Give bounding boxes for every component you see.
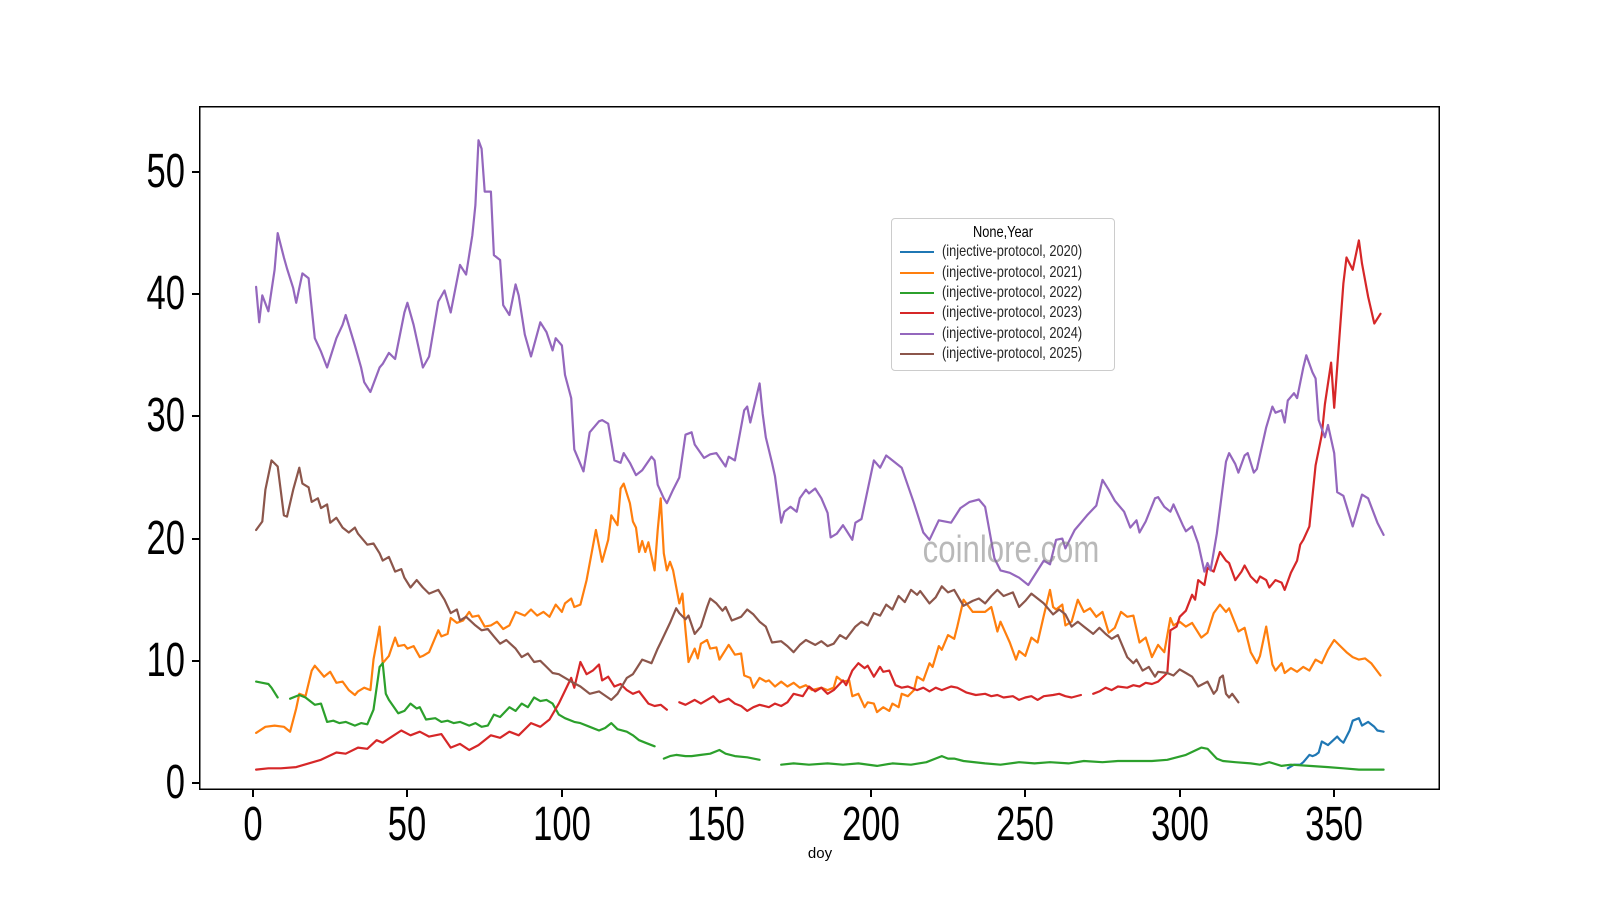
x-tick-mark (715, 790, 718, 797)
series-line-2020 (1286, 717, 1385, 770)
x-tick-mark (1024, 790, 1027, 797)
x-tick-label: 300 (1150, 798, 1209, 851)
y-tick-mark (192, 293, 199, 296)
x-tick-mark (406, 790, 409, 797)
plot-area: None,Year (injective-protocol, 2020) (inj… (199, 106, 1440, 790)
x-tick-mark (252, 790, 254, 797)
y-tick-mark (192, 659, 199, 662)
x-tick-label: 250 (996, 798, 1055, 851)
x-tick-mark (1178, 790, 1181, 797)
series-plot (199, 106, 1440, 790)
x-tick-label: 150 (687, 798, 746, 851)
legend-item-2024: (injective-protocol, 2024) (900, 324, 1106, 344)
legend-line-sample (900, 353, 934, 356)
axes-frame (199, 106, 1440, 790)
legend-item-2021: (injective-protocol, 2021) (900, 262, 1106, 282)
legend-item-2020: (injective-protocol, 2020) (900, 242, 1106, 262)
series-line-2023 (254, 239, 1382, 771)
legend-item-label: (injective-protocol, 2022) (942, 283, 1083, 301)
legend-item-label: (injective-protocol, 2025) (942, 345, 1083, 363)
x-axis-label: doy (807, 845, 833, 862)
x-tick-label: 350 (1305, 798, 1364, 851)
y-tick-label: 0 (165, 756, 185, 809)
x-tick-label: 200 (841, 798, 900, 851)
legend-line-sample (900, 332, 934, 335)
series-line-2022 (254, 662, 1385, 771)
legend-item-2023: (injective-protocol, 2023) (900, 303, 1106, 323)
y-tick-label: 10 (146, 633, 185, 687)
legend-line-sample (900, 312, 934, 315)
series-line-2025 (254, 459, 1240, 704)
y-tick-mark (192, 415, 199, 418)
legend-line-sample (900, 251, 934, 254)
y-tick-mark (192, 171, 199, 173)
legend-item-label: (injective-protocol, 2021) (942, 263, 1083, 281)
legend-line-sample (900, 291, 934, 294)
y-tick-label: 20 (146, 511, 185, 565)
x-tick-label: 0 (243, 798, 263, 851)
legend-title: None,Year (972, 224, 1034, 241)
x-tick-label: 100 (533, 798, 591, 851)
legend-item-2022: (injective-protocol, 2022) (900, 283, 1106, 303)
watermark-text: coinlore.com (922, 529, 1100, 571)
legend: None,Year (injective-protocol, 2020) (inj… (891, 218, 1115, 372)
x-tick-mark (869, 790, 872, 797)
x-tick-label: 50 (388, 798, 427, 851)
x-tick-mark (1333, 790, 1336, 797)
legend-line-sample (900, 271, 934, 274)
x-tick-mark (560, 790, 563, 797)
y-tick-label: 50 (146, 145, 185, 198)
legend-item-label: (injective-protocol, 2023) (942, 304, 1083, 322)
series-line-2024 (254, 139, 1385, 587)
y-tick-mark (192, 537, 199, 540)
y-tick-label: 30 (146, 389, 185, 443)
legend-item-label: (injective-protocol, 2024) (942, 324, 1083, 342)
y-tick-label: 40 (146, 267, 185, 321)
legend-item-2025: (injective-protocol, 2025) (900, 344, 1106, 364)
legend-item-label: (injective-protocol, 2020) (942, 243, 1083, 261)
legend-items: (injective-protocol, 2020) (injective-pro… (900, 242, 1106, 364)
y-tick-mark (192, 782, 199, 784)
series-line-2021 (254, 482, 1382, 735)
